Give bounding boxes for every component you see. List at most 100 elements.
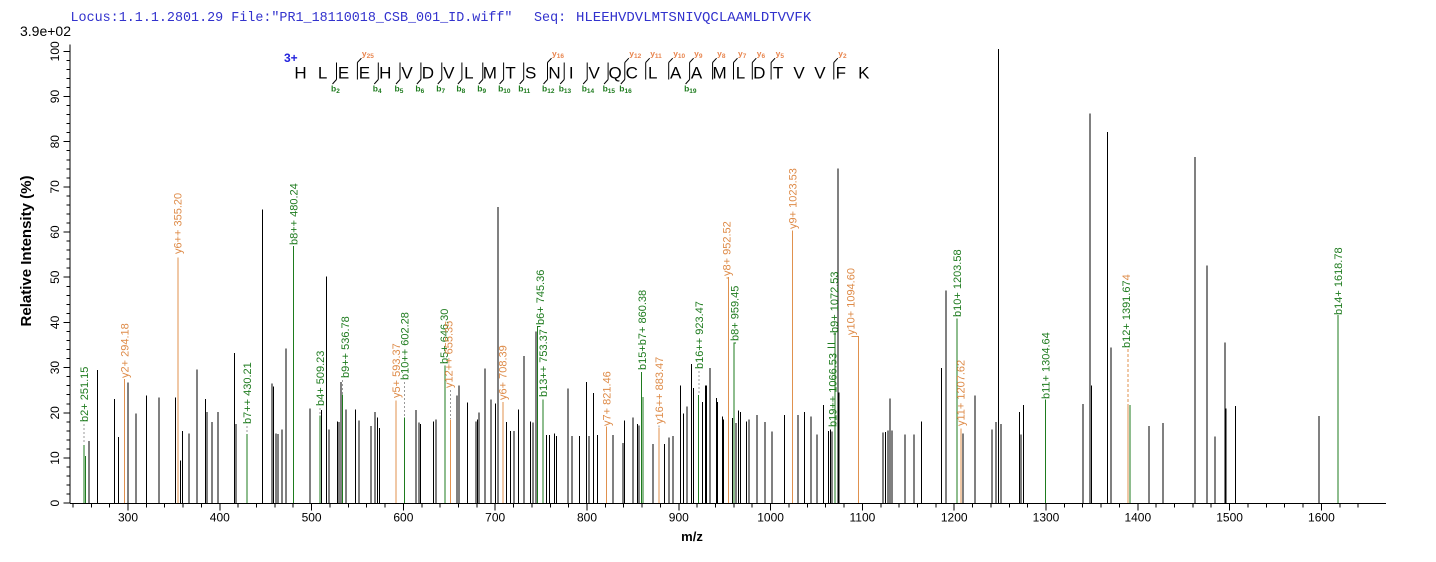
svg-text:V: V: [401, 64, 413, 83]
svg-text:y7+ 821.46: y7+ 821.46: [601, 371, 613, 426]
svg-text:30: 30: [48, 361, 62, 375]
svg-text:y11: y11: [650, 49, 662, 61]
svg-text:A: A: [691, 64, 703, 83]
svg-text:D: D: [753, 64, 765, 83]
svg-text:b2+ 251.15: b2+ 251.15: [79, 367, 91, 422]
svg-text:y10: y10: [673, 49, 685, 61]
svg-text:V: V: [443, 64, 455, 83]
svg-text:y16: y16: [552, 49, 564, 61]
svg-text:y12++ 655.35: y12++ 655.35: [443, 321, 455, 388]
svg-text:H: H: [379, 64, 391, 83]
svg-text:b11+ 1304.64: b11+ 1304.64: [1040, 332, 1052, 399]
svg-text:Q: Q: [608, 64, 621, 83]
svg-text:b16++ 923.47: b16++ 923.47: [694, 301, 706, 369]
svg-text:HLEEHVDVLMTSNIVQCLAAMLDTVVFK: HLEEHVDVLMTSNIVQCLAAMLDTVVFK: [576, 10, 812, 26]
svg-text:400: 400: [210, 511, 230, 525]
svg-text:K: K: [858, 64, 870, 83]
svg-text:y8+ 952.52: y8+ 952.52: [721, 221, 733, 276]
svg-text:y6: y6: [757, 49, 766, 61]
svg-text:b15+b7+ 860.38: b15+b7+ 860.38: [637, 290, 649, 370]
svg-text:1400: 1400: [1124, 511, 1151, 525]
svg-text:y11+ 1207.62: y11+ 1207.62: [956, 360, 968, 426]
svg-text:T: T: [773, 64, 783, 83]
svg-text:b5: b5: [395, 84, 404, 96]
svg-text:y7: y7: [738, 49, 747, 61]
svg-text:Seq:: Seq:: [534, 11, 566, 26]
svg-text:b2: b2: [331, 84, 340, 96]
svg-text:M: M: [483, 64, 497, 83]
svg-text:1600: 1600: [1308, 511, 1335, 525]
svg-text:500: 500: [302, 511, 322, 525]
svg-text:b19: b19: [684, 84, 697, 96]
svg-text:L: L: [464, 64, 473, 83]
svg-text:b11: b11: [518, 84, 530, 96]
svg-text:1200: 1200: [941, 511, 968, 525]
svg-text:b10: b10: [498, 84, 511, 96]
svg-text:b5+ 646.30: b5+ 646.30: [439, 309, 451, 364]
svg-text:y6+ 708.39: y6+ 708.39: [498, 345, 510, 400]
svg-text:V: V: [589, 64, 601, 83]
svg-text:1500: 1500: [1216, 511, 1243, 525]
svg-text:1000: 1000: [757, 511, 784, 525]
svg-text:50: 50: [48, 270, 62, 284]
svg-text:y2+ 294.18: y2+ 294.18: [119, 323, 131, 378]
svg-text:y2: y2: [838, 49, 847, 61]
svg-text:y6++ 355.20: y6++ 355.20: [173, 193, 185, 254]
svg-text:L: L: [736, 64, 745, 83]
svg-text:y5: y5: [776, 49, 785, 61]
svg-text:b8+ 959.45: b8+ 959.45: [730, 286, 742, 341]
svg-text:b10++ 602.28: b10++ 602.28: [400, 312, 412, 380]
svg-text:800: 800: [577, 511, 597, 525]
svg-text:b15: b15: [603, 84, 616, 96]
svg-text:M: M: [713, 64, 727, 83]
svg-text:y10+ 1094.60: y10+ 1094.60: [846, 268, 858, 335]
svg-text:b12: b12: [542, 84, 555, 96]
svg-text:b9+ 1072.53: b9+ 1072.53: [829, 272, 841, 333]
svg-text:I: I: [569, 64, 574, 83]
svg-text:V: V: [793, 64, 805, 83]
svg-text:y5+ 593.37: y5+ 593.37: [391, 343, 403, 398]
svg-text:V: V: [814, 64, 826, 83]
svg-text:600: 600: [393, 511, 413, 525]
svg-text:b7: b7: [436, 84, 445, 96]
svg-text:C: C: [626, 64, 638, 83]
svg-text:20: 20: [48, 406, 62, 420]
svg-text:60: 60: [48, 225, 62, 239]
svg-text:b13: b13: [559, 84, 572, 96]
svg-text:10: 10: [48, 451, 62, 465]
svg-text:100: 100: [48, 41, 62, 61]
svg-text:3.9e+02: 3.9e+02: [20, 23, 71, 39]
svg-text:H: H: [294, 64, 306, 83]
svg-text:b14: b14: [582, 84, 595, 96]
svg-text:70: 70: [48, 180, 62, 194]
svg-text:b6+ 745.36: b6+ 745.36: [535, 270, 547, 325]
svg-text:Locus:1.1.1.2801.29 File:"PR1_: Locus:1.1.1.2801.29 File:"PR1_18110018_C…: [71, 11, 513, 26]
svg-text:y25: y25: [362, 49, 374, 61]
svg-text:90: 90: [48, 90, 62, 104]
svg-text:T: T: [505, 64, 515, 83]
svg-text:Relative Intensity (%): Relative Intensity (%): [18, 176, 35, 327]
svg-text:b10+ 1203.58: b10+ 1203.58: [952, 249, 964, 317]
svg-text:E: E: [359, 64, 370, 83]
svg-text:b6: b6: [415, 84, 424, 96]
svg-text:N: N: [548, 64, 560, 83]
svg-text:b16: b16: [619, 84, 632, 96]
svg-text:700: 700: [485, 511, 505, 525]
svg-text:b8: b8: [456, 84, 465, 96]
svg-text:40: 40: [48, 315, 62, 329]
svg-text:E: E: [338, 64, 349, 83]
svg-text:y9+ 1023.53: y9+ 1023.53: [787, 168, 799, 229]
svg-text:b7++ 430.21: b7++ 430.21: [242, 362, 254, 424]
svg-text:900: 900: [669, 511, 689, 525]
svg-text:b12+ 1391.674: b12+ 1391.674: [1121, 274, 1133, 348]
svg-text:y8: y8: [717, 49, 726, 61]
svg-text:m/z: m/z: [681, 529, 703, 544]
svg-text:L: L: [648, 64, 657, 83]
svg-text:b19++ 1066.53: b19++ 1066.53: [827, 353, 839, 427]
svg-text:b8++ 480.24: b8++ 480.24: [288, 183, 300, 245]
svg-text:300: 300: [118, 511, 138, 525]
svg-text:S: S: [525, 64, 536, 83]
svg-text:y12: y12: [629, 49, 641, 61]
svg-text:b9: b9: [477, 84, 486, 96]
svg-text:b14+ 1618.78: b14+ 1618.78: [1333, 247, 1345, 315]
